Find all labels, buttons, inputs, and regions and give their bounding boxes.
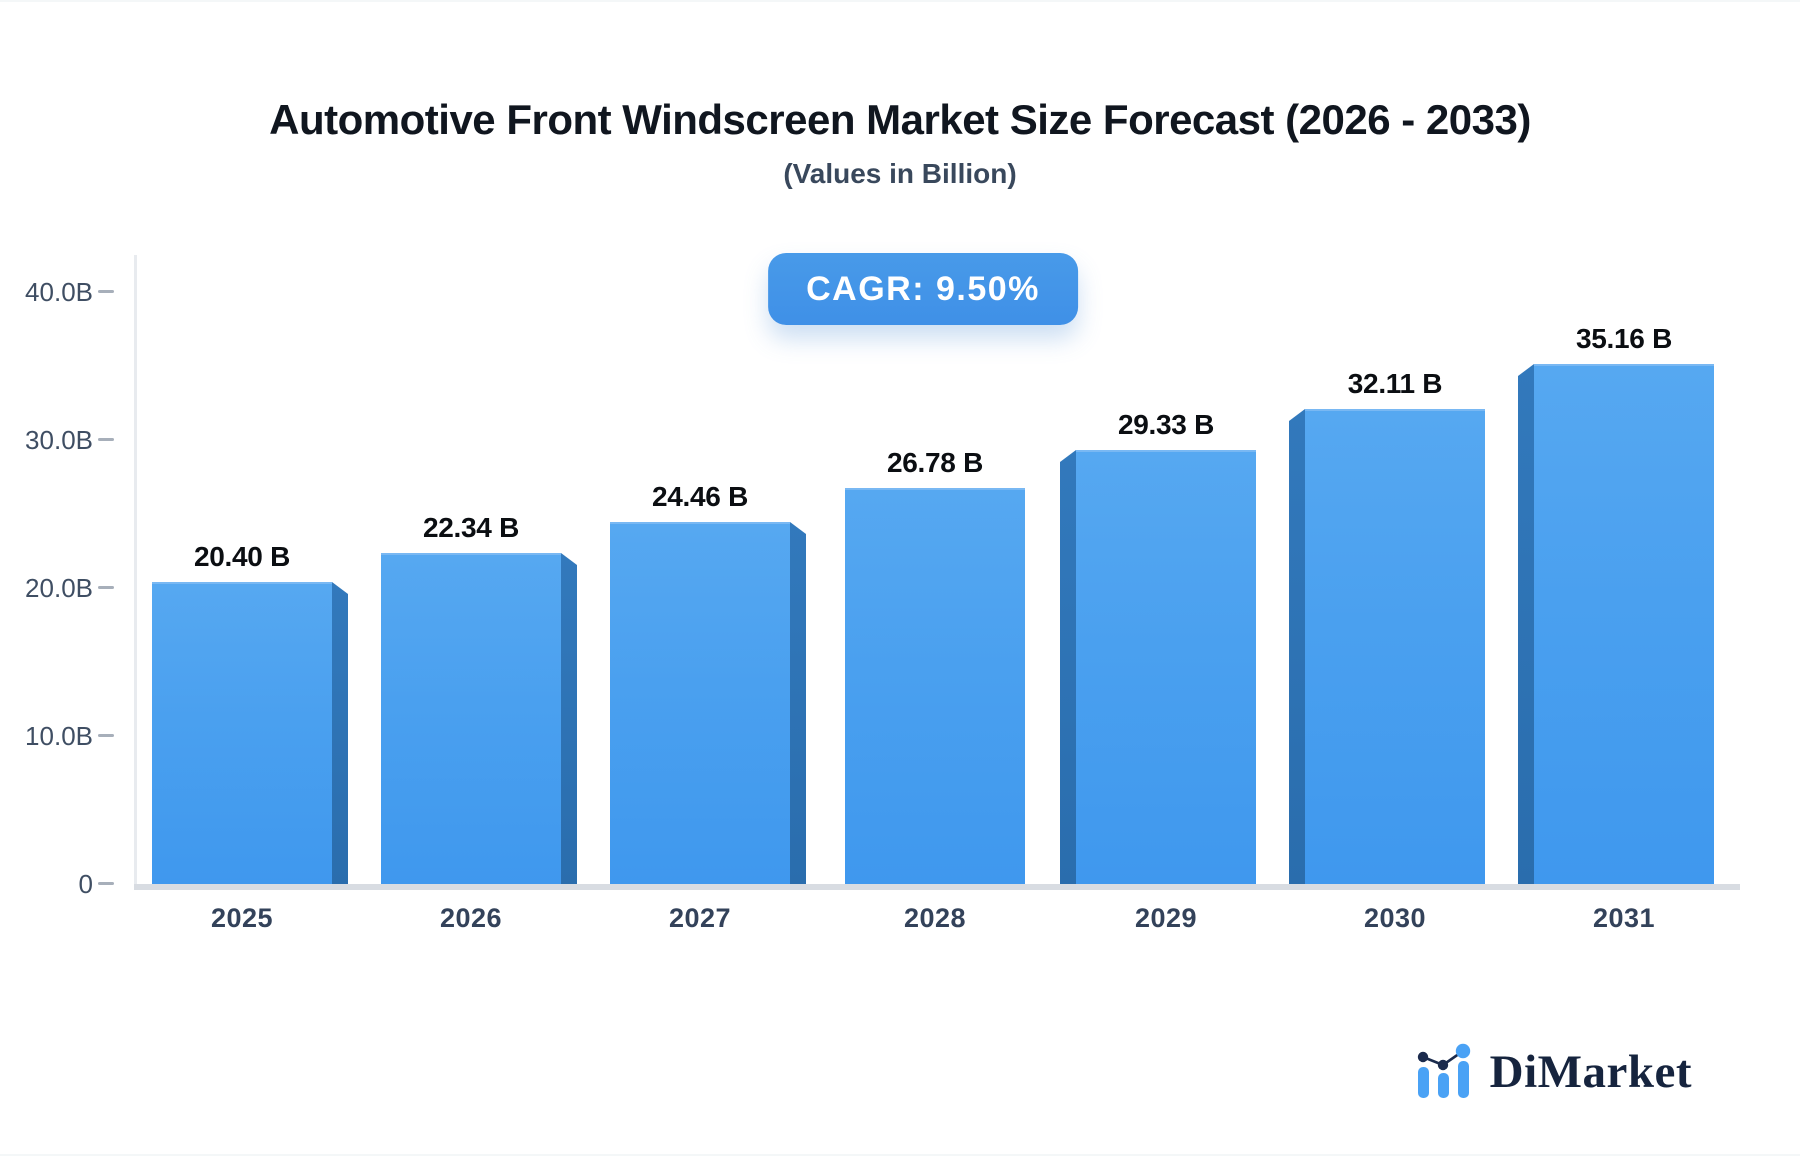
- y-axis-tick-mark: [98, 290, 114, 293]
- bar-2029[interactable]: [1076, 450, 1256, 884]
- bar-3d-side: [332, 582, 348, 884]
- y-axis-tick-label: 40.0B: [25, 277, 93, 307]
- bar-2026[interactable]: [381, 553, 561, 884]
- bar-3d-side: [1518, 364, 1534, 884]
- y-axis-tick-mark: [98, 586, 114, 589]
- y-axis-tick-mark: [98, 882, 114, 885]
- bar-value-label: 29.33 B: [1118, 409, 1214, 440]
- x-axis-label: 2029: [1134, 903, 1198, 933]
- y-axis-tick-label: 0: [78, 869, 93, 899]
- dimarket-logo: DiMarket: [1413, 1042, 1692, 1102]
- bar-value-label: 22.34 B: [423, 512, 519, 543]
- y-axis-tick-label: 10.0B: [25, 721, 93, 751]
- y-axis-line: [134, 255, 137, 888]
- bar-value-label: 35.16 B: [1576, 323, 1672, 354]
- bar-value-label: 32.11 B: [1347, 368, 1443, 399]
- bar-2028[interactable]: [845, 488, 1025, 884]
- bar-3d-side: [1289, 409, 1305, 884]
- bar-2027[interactable]: [610, 522, 790, 884]
- bar-value-label: 26.78 B: [887, 447, 983, 478]
- x-axis-baseline: [134, 884, 1740, 890]
- bar-2030[interactable]: [1305, 409, 1485, 884]
- x-axis-label: 2031: [1592, 903, 1656, 933]
- dimarket-logo-text: DiMarket: [1489, 1046, 1692, 1098]
- bar-value-label: 20.40 B: [194, 541, 290, 572]
- y-axis-tick-label: 20.0B: [25, 573, 93, 603]
- bar-2025[interactable]: [152, 582, 332, 884]
- bar-value-label: 24.46 B: [652, 481, 748, 512]
- y-axis-tick-mark: [98, 734, 114, 737]
- bar-3d-side: [1060, 450, 1076, 884]
- x-axis-label: 2025: [210, 903, 274, 933]
- y-axis-tick-mark: [98, 438, 114, 441]
- cagr-badge: CAGR: 9.50%: [768, 253, 1078, 325]
- dimarket-logo-icon: [1417, 1043, 1470, 1098]
- bar-2031[interactable]: [1534, 364, 1714, 884]
- chart-title: Automotive Front Windscreen Market Size …: [269, 96, 1531, 143]
- x-axis-label: 2030: [1363, 903, 1427, 933]
- x-axis-label: 2027: [668, 903, 732, 933]
- y-axis-tick-label: 30.0B: [25, 425, 93, 455]
- bar-3d-side: [790, 522, 806, 884]
- x-axis-label: 2028: [903, 903, 967, 933]
- x-axis-label: 2026: [439, 903, 503, 933]
- chart-subtitle: (Values in Billion): [783, 158, 1017, 189]
- bar-3d-side: [561, 553, 577, 884]
